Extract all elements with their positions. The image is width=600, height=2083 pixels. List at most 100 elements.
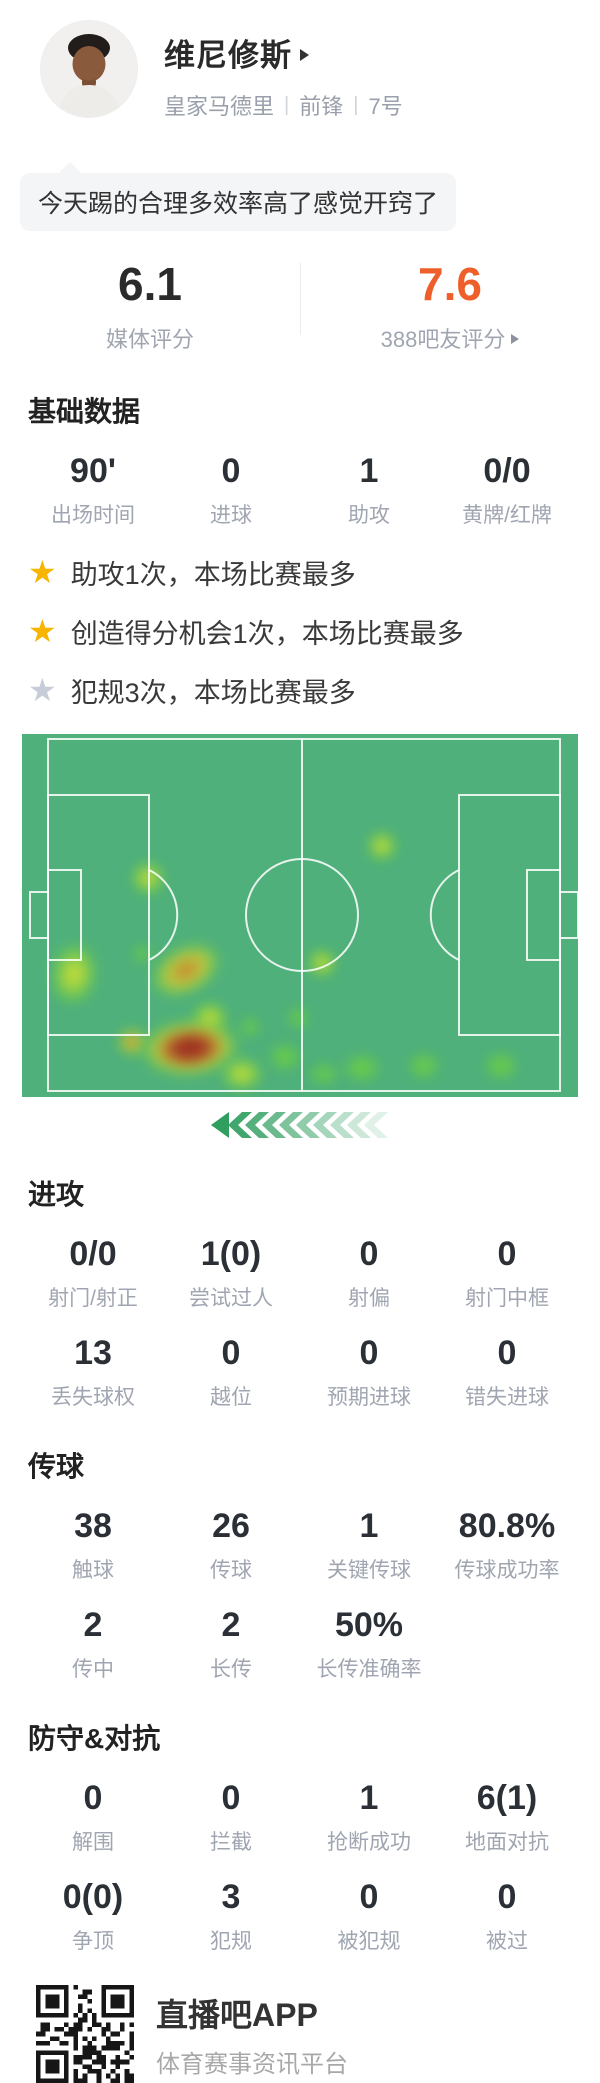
- stat-item: 1(0) 尝试过人: [162, 1235, 300, 1312]
- stat-label: 拦截: [210, 1831, 252, 1855]
- stat-item: 0 被过: [438, 1878, 576, 1955]
- media-rating: 6.1 媒体评分: [0, 259, 300, 354]
- stat-label: 犯规: [210, 1930, 252, 1954]
- name-arrow-icon: [300, 48, 309, 61]
- fans-rating-arrow-icon: [511, 333, 520, 344]
- stat-row: 38 触球 26 传球 1 关键传球 80.8% 传球成功率: [24, 1507, 576, 1584]
- stat-item: 0/0 射门/射正: [24, 1235, 162, 1312]
- stat-label: 触球: [72, 1558, 114, 1582]
- stat-label: 关键传球: [327, 1558, 411, 1582]
- passing-stats: 38 触球 26 传球 1 关键传球 80.8% 传球成功率 2 传中 2 长传 50% 长传准确率: [0, 1507, 600, 1683]
- highlight-row: ★ 创造得分机会1次，本场比赛最多: [0, 612, 600, 651]
- stat-item: 0 解围: [24, 1779, 162, 1856]
- stat-item: 0 越位: [162, 1334, 300, 1411]
- fans-rating-value: 7.6: [418, 258, 482, 310]
- attack-direction-arrows: [211, 1111, 388, 1138]
- stat-label: 被犯规: [337, 1930, 401, 1954]
- player-shirt-number: 7号: [368, 94, 403, 119]
- defense-stats: 0 解围 0 拦截 1 抢断成功 6(1) 地面对抗 0(0) 争顶 3 犯规 0 被犯规 0 被过: [0, 1779, 600, 1955]
- section-title-attack: 进攻: [28, 1178, 85, 1210]
- pitch-markings: [29, 737, 578, 1092]
- stat-item: 26 传球: [162, 1507, 300, 1584]
- stat-item: 6(1) 地面对抗: [438, 1779, 576, 1856]
- stat-row: 0 解围 0 拦截 1 抢断成功 6(1) 地面对抗: [24, 1779, 576, 1856]
- stat-label: 丢失球权: [51, 1385, 135, 1409]
- stat-value: 0: [83, 1779, 103, 1818]
- stat-value: 0: [359, 1333, 379, 1372]
- stat-row: 90' 出场时间 0 进球 1 助攻 0/0 黄牌/红牌: [24, 452, 576, 529]
- chevron-left-icon: [296, 1111, 320, 1138]
- stat-label: 尝试过人: [189, 1286, 273, 1310]
- star-icon-gold: ★: [28, 613, 57, 650]
- app-tagline: 体育赛事资讯平台: [156, 2050, 348, 2078]
- stat-label: 抢断成功: [327, 1831, 411, 1855]
- player-subtitle: 皇家马德里 | 前锋 | 7号: [164, 89, 403, 121]
- highlight-text: 助攻1次，本场比赛最多: [70, 559, 356, 590]
- fans-rating[interactable]: 7.6 388吧友评分: [300, 259, 600, 354]
- stat-value: 13: [74, 1333, 112, 1372]
- stat-label: 预期进球: [327, 1385, 411, 1409]
- stat-value: 0/0: [69, 1234, 117, 1273]
- star-icon-gold: ★: [28, 554, 57, 591]
- app-footer: 直播吧APP 体育赛事资讯平台: [0, 1955, 600, 2083]
- ratings-divider: [300, 263, 301, 335]
- chevron-left-icon: [228, 1111, 252, 1138]
- stat-label: 射门/射正: [48, 1286, 138, 1310]
- stat-item: 0 拦截: [162, 1779, 300, 1856]
- chevron-left-icon: [313, 1111, 337, 1138]
- stat-item: 0 射偏: [300, 1235, 438, 1312]
- stat-item: 1 关键传球: [300, 1507, 438, 1584]
- heatmap-layer: [22, 734, 578, 1097]
- stat-label: 射偏: [348, 1286, 390, 1310]
- chevron-left-icon: [347, 1111, 371, 1138]
- stat-value: 0: [221, 451, 241, 490]
- highlight-text: 犯规3次，本场比赛最多: [70, 677, 356, 708]
- star-icon-gray: ★: [28, 672, 57, 709]
- stat-value: 1: [359, 1779, 379, 1818]
- stat-label: 争顶: [72, 1930, 114, 1954]
- stat-label: 长传: [210, 1658, 252, 1682]
- stat-value: 50%: [334, 1605, 404, 1644]
- stat-value: 0: [221, 1333, 241, 1372]
- stat-item: 2 传中: [24, 1606, 162, 1683]
- highlights-list: ★ 助攻1次，本场比赛最多 ★ 创造得分机会1次，本场比赛最多 ★ 犯规3次，本场比赛最多: [0, 553, 600, 710]
- heat-blob-green: [400, 1045, 448, 1086]
- stat-label: 进球: [210, 503, 252, 527]
- stat-label: 传中: [72, 1658, 114, 1682]
- chevron-left-icon: [364, 1111, 388, 1138]
- chevron-left-icon: [279, 1111, 303, 1138]
- stat-value: 0: [221, 1779, 241, 1818]
- qr-code: [36, 1985, 134, 2083]
- chevron-left-icon: [330, 1111, 354, 1138]
- player-position: 前锋: [299, 94, 344, 119]
- highlight-row: ★ 犯规3次，本场比赛最多: [0, 671, 600, 710]
- heat-blob-green: [476, 1044, 526, 1087]
- stat-label: 解围: [72, 1831, 114, 1855]
- player-name-row[interactable]: 维尼修斯: [164, 30, 403, 75]
- stat-label: 地面对抗: [465, 1831, 549, 1855]
- heatmap-pitch: [22, 733, 578, 1097]
- ratings-panel: 6.1 媒体评分 7.6 388吧友评分: [0, 249, 600, 360]
- stat-value: 3: [221, 1878, 241, 1917]
- stat-value: 1(0): [200, 1234, 262, 1273]
- stat-label: 传球: [210, 1558, 252, 1582]
- stat-value: 0: [359, 1234, 379, 1273]
- chevron-left-icon: [245, 1111, 269, 1138]
- stat-value: 0/0: [483, 451, 531, 490]
- player-avatar-image: [41, 21, 137, 117]
- stat-item: 0 预期进球: [300, 1334, 438, 1411]
- heat-blob-green: [282, 1001, 314, 1034]
- section-title-basic: 基础数据: [28, 395, 141, 427]
- stat-label: 传球成功率: [454, 1558, 560, 1582]
- stat-value: 2: [221, 1605, 241, 1644]
- app-name: 直播吧APP: [156, 1996, 318, 2033]
- fans-rating-label: 388吧友评分: [380, 326, 506, 352]
- attack-stats: 0/0 射门/射正 1(0) 尝试过人 0 射偏 0 射门中框 13 丢失球权 0 越位 0 预期进球 0 错…: [0, 1235, 600, 1411]
- stat-item: 13 丢失球权: [24, 1334, 162, 1411]
- stat-value: 80.8%: [458, 1506, 556, 1545]
- section-title-defense: 防守&对抗: [28, 1723, 161, 1755]
- stat-row: 2 传中 2 长传 50% 长传准确率: [24, 1606, 576, 1683]
- subtitle-divider: |: [353, 93, 359, 116]
- chevron-left-icon: [262, 1111, 286, 1138]
- stat-item: 0 被犯规: [300, 1878, 438, 1955]
